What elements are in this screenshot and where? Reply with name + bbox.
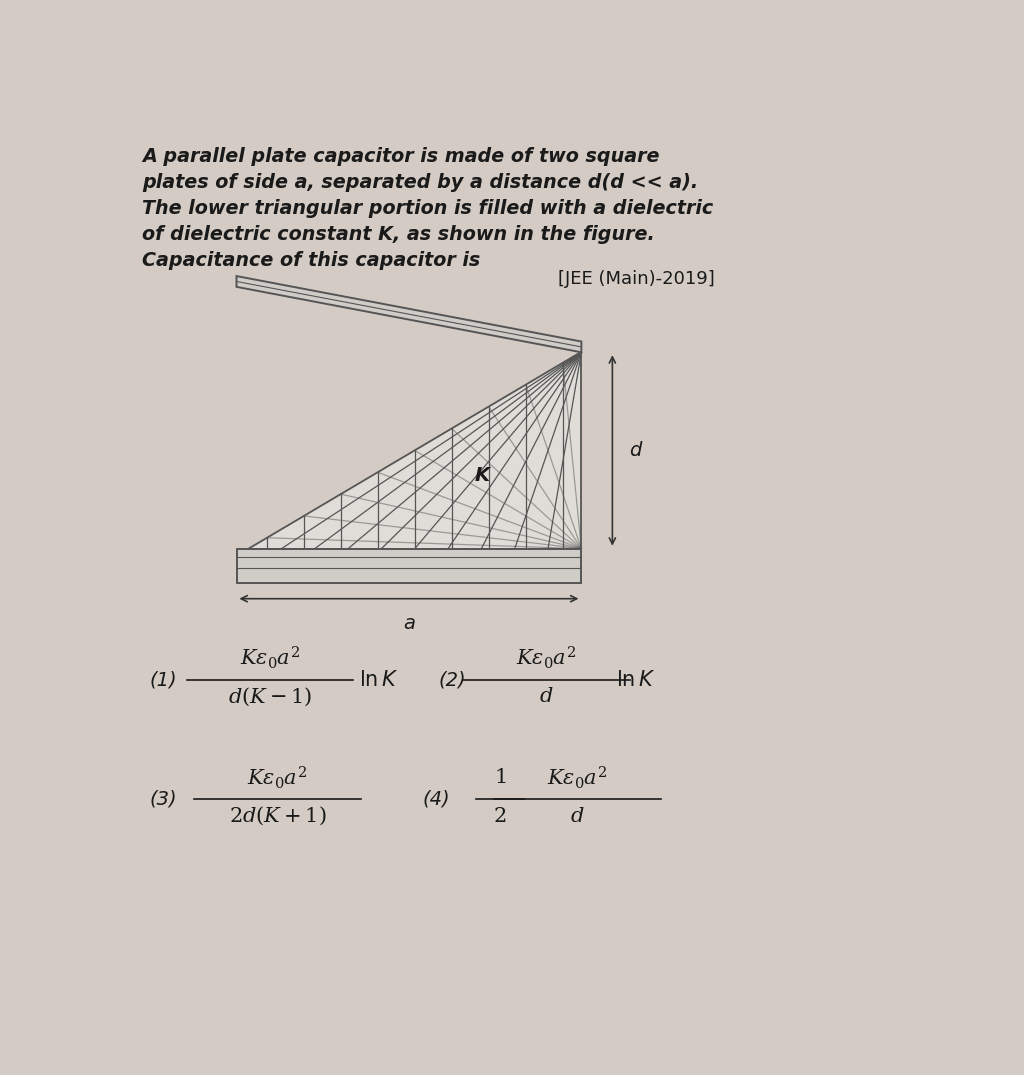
Text: (1): (1) bbox=[150, 670, 177, 689]
Text: [JEE (Main)-2019]: [JEE (Main)-2019] bbox=[558, 270, 715, 288]
Text: (3): (3) bbox=[150, 789, 177, 808]
Polygon shape bbox=[248, 353, 582, 548]
Text: The lower triangular portion is filled with a dielectric: The lower triangular portion is filled w… bbox=[142, 199, 713, 218]
Text: $2d(K+1)$: $2d(K+1)$ bbox=[228, 804, 327, 827]
Text: a: a bbox=[402, 614, 415, 633]
Text: $d$: $d$ bbox=[570, 806, 585, 826]
Text: $K\varepsilon_0 a^2$: $K\varepsilon_0 a^2$ bbox=[516, 645, 577, 671]
Text: (2): (2) bbox=[438, 670, 466, 689]
Text: $K\varepsilon_0 a^2$: $K\varepsilon_0 a^2$ bbox=[240, 645, 300, 671]
Text: K: K bbox=[474, 465, 489, 485]
Text: $K\varepsilon_0 a^2$: $K\varepsilon_0 a^2$ bbox=[548, 764, 607, 790]
Text: $\ln K$: $\ln K$ bbox=[616, 670, 655, 689]
Text: (4): (4) bbox=[423, 789, 451, 808]
Text: $d(K-1)$: $d(K-1)$ bbox=[227, 685, 312, 707]
Text: A parallel plate capacitor is made of two square: A parallel plate capacitor is made of tw… bbox=[142, 146, 659, 166]
Text: $2$: $2$ bbox=[494, 806, 507, 826]
Polygon shape bbox=[237, 548, 582, 583]
Text: d: d bbox=[630, 441, 642, 460]
Polygon shape bbox=[237, 276, 582, 353]
Text: $\ln K$: $\ln K$ bbox=[359, 670, 398, 689]
Text: of dielectric constant K, as shown in the figure.: of dielectric constant K, as shown in th… bbox=[142, 226, 654, 244]
Text: $1$: $1$ bbox=[494, 768, 506, 787]
Text: $K\varepsilon_0 a^2$: $K\varepsilon_0 a^2$ bbox=[248, 764, 307, 790]
Text: Capacitance of this capacitor is: Capacitance of this capacitor is bbox=[142, 252, 480, 271]
Text: $d$: $d$ bbox=[540, 687, 554, 706]
Text: plates of side a, separated by a distance d(d << a).: plates of side a, separated by a distanc… bbox=[142, 173, 698, 192]
